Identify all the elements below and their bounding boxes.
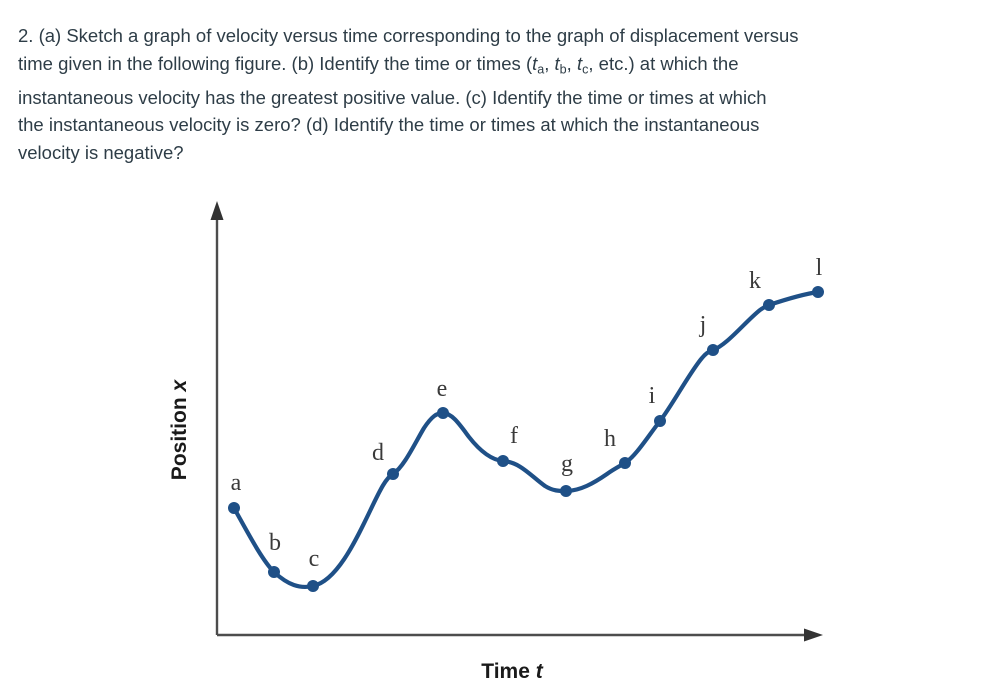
- question-line-2: time given in the following figure. (b) …: [18, 50, 987, 84]
- subscript-b: b: [559, 62, 567, 77]
- data-label-f: f: [510, 423, 518, 449]
- data-label-d: d: [372, 440, 384, 466]
- y-axis-arrowhead-icon: [210, 201, 224, 220]
- question-line-2-part-2: , etc.) at which the: [588, 52, 739, 74]
- question-line-2-comma-2: ,: [566, 52, 577, 74]
- data-point-e[interactable]: [437, 407, 449, 419]
- data-point-b[interactable]: [268, 566, 280, 578]
- question-line-3: instantaneous velocity has the greatest …: [18, 84, 987, 112]
- question-line-1-text: 2. (a) Sketch a graph of velocity versus…: [18, 25, 799, 46]
- x-axis-title-plain: Time: [481, 660, 530, 683]
- data-label-e: e: [437, 376, 448, 402]
- data-point-d[interactable]: [387, 468, 399, 480]
- question-line-2-comma-1: ,: [544, 52, 555, 74]
- data-point-a[interactable]: [228, 502, 240, 514]
- question-line-5-text: velocity is negative?: [18, 141, 184, 163]
- subscript-c: c: [582, 62, 589, 77]
- x-axis-arrowhead-icon: [804, 628, 823, 642]
- data-label-b: b: [269, 530, 281, 556]
- question-line-2-part-1: time given in the following figure. (b) …: [18, 52, 533, 74]
- data-point-k[interactable]: [763, 299, 775, 311]
- symbol-t-a: t: [532, 52, 538, 74]
- question-text-block: 2. (a) Sketch a graph of velocity versus…: [18, 22, 987, 166]
- subscript-a: a: [537, 62, 545, 77]
- data-label-c: c: [309, 546, 320, 572]
- data-point-i[interactable]: [654, 415, 666, 427]
- data-label-g: g: [561, 451, 573, 477]
- data-point-f[interactable]: [497, 455, 509, 467]
- question-line-5: velocity is negative?: [18, 139, 987, 167]
- question-line-1: 2. (a) Sketch a graph of velocity versus…: [18, 22, 987, 50]
- data-label-a: a: [231, 470, 242, 496]
- symbol-t-b: t: [554, 52, 560, 74]
- question-line-3-text: instantaneous velocity has the greatest …: [18, 86, 767, 108]
- symbol-t-c: t: [576, 52, 583, 74]
- data-point-l[interactable]: [812, 286, 824, 298]
- position-curve: [231, 289, 821, 590]
- y-axis-title-plain: Position: [168, 397, 191, 480]
- data-point-c[interactable]: [307, 580, 319, 592]
- data-label-k: k: [749, 268, 761, 294]
- data-point-j[interactable]: [707, 344, 719, 356]
- data-label-h: h: [604, 426, 616, 452]
- data-point-h[interactable]: [619, 457, 631, 469]
- question-line-4: the instantaneous velocity is zero? (d) …: [18, 111, 987, 139]
- x-axis-title-symbol: t: [536, 660, 544, 683]
- y-axis-title: Position x: [168, 379, 191, 481]
- data-label-i: i: [649, 383, 656, 409]
- question-line-4-text: the instantaneous velocity is zero? (d) …: [18, 114, 760, 136]
- position-vs-time-figure: a b c d e f g h i j k l Position x Time …: [0, 180, 987, 690]
- y-axis-title-symbol: x: [168, 379, 191, 393]
- data-label-j: j: [699, 312, 707, 338]
- data-label-l: l: [816, 255, 823, 281]
- x-axis-title: Time t: [481, 660, 543, 683]
- data-point-g[interactable]: [560, 485, 572, 497]
